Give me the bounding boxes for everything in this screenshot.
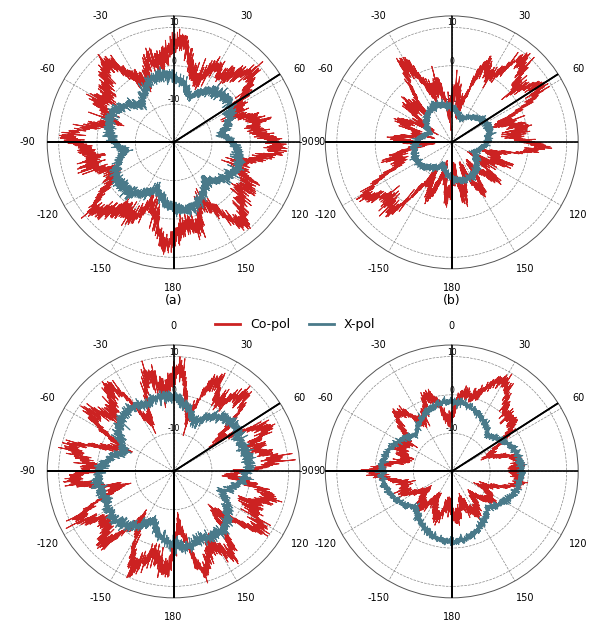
Text: (b): (b) xyxy=(443,294,461,307)
Legend: Co-pol, X-pol: Co-pol, X-pol xyxy=(210,313,380,336)
Text: (a): (a) xyxy=(165,294,182,307)
